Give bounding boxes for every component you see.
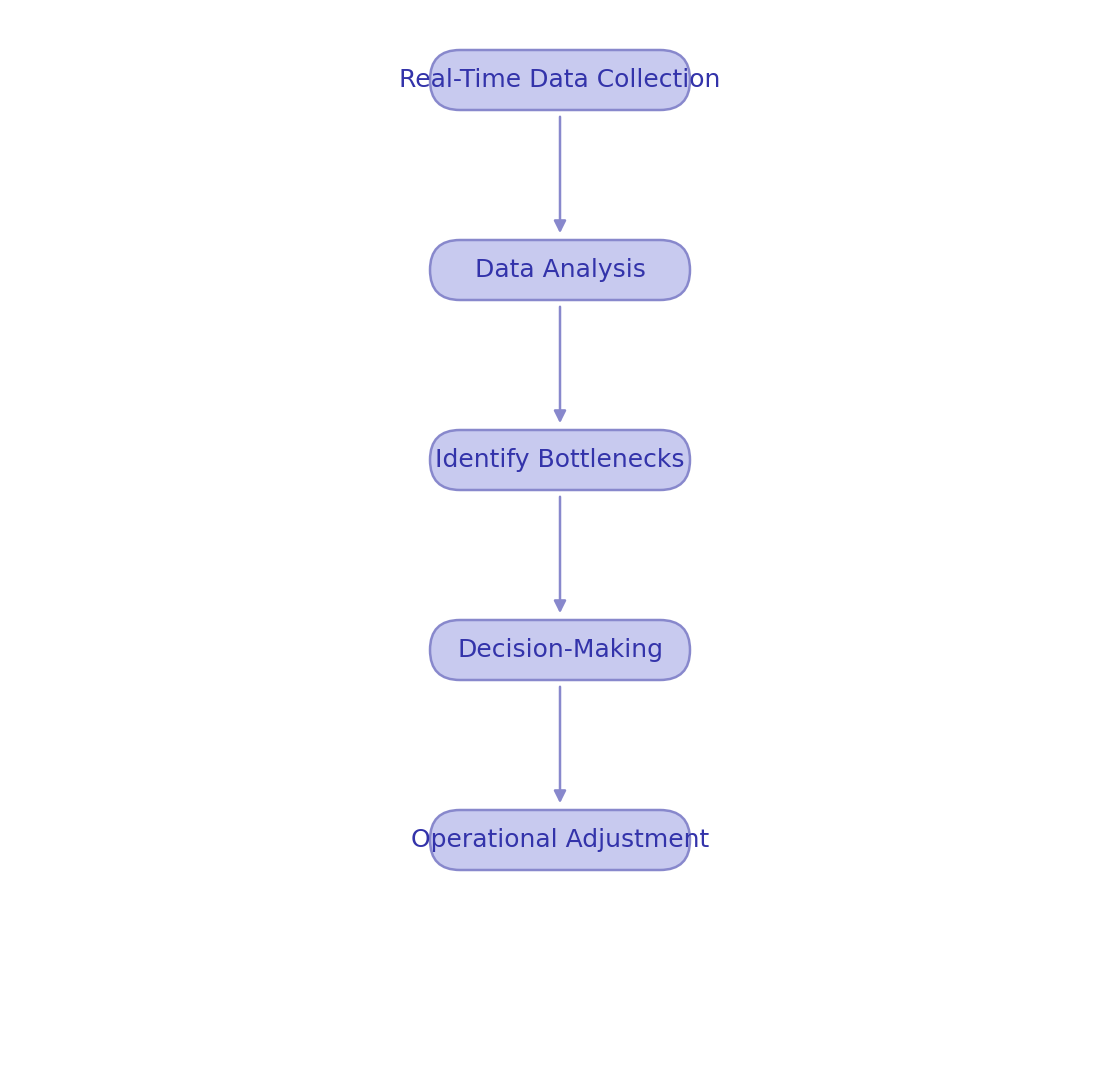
- FancyBboxPatch shape: [430, 50, 690, 110]
- Text: Real-Time Data Collection: Real-Time Data Collection: [400, 68, 720, 92]
- Text: Identify Bottlenecks: Identify Bottlenecks: [436, 448, 684, 472]
- FancyBboxPatch shape: [430, 619, 690, 680]
- FancyBboxPatch shape: [430, 240, 690, 300]
- FancyBboxPatch shape: [430, 430, 690, 490]
- Text: Decision-Making: Decision-Making: [457, 638, 663, 662]
- Text: Data Analysis: Data Analysis: [475, 258, 645, 282]
- Text: Operational Adjustment: Operational Adjustment: [411, 828, 709, 852]
- FancyBboxPatch shape: [430, 810, 690, 870]
